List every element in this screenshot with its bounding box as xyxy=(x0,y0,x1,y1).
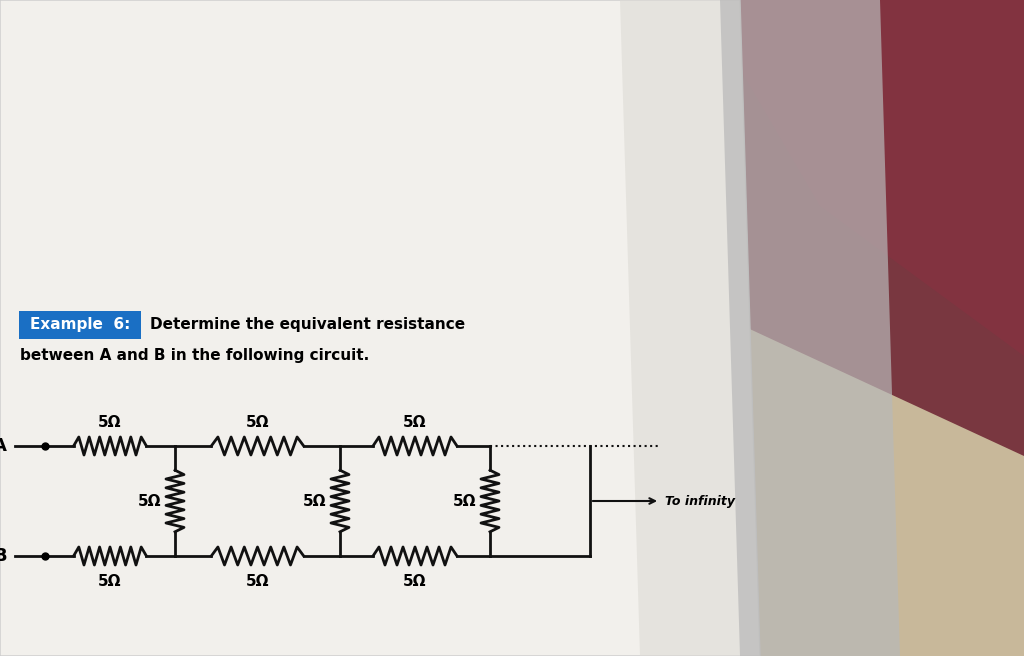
Text: Determine the equivalent resistance: Determine the equivalent resistance xyxy=(150,318,465,333)
Text: 5Ω: 5Ω xyxy=(98,574,122,589)
FancyBboxPatch shape xyxy=(19,311,141,339)
Text: Example  6:: Example 6: xyxy=(30,318,130,333)
Text: 5Ω: 5Ω xyxy=(302,493,326,508)
Polygon shape xyxy=(0,0,760,656)
Text: 5Ω: 5Ω xyxy=(98,415,122,430)
Polygon shape xyxy=(620,0,760,656)
Text: To infinity: To infinity xyxy=(665,495,735,508)
Polygon shape xyxy=(720,0,900,656)
Text: 5Ω: 5Ω xyxy=(246,415,269,430)
Text: 5Ω: 5Ω xyxy=(453,493,476,508)
Text: 5Ω: 5Ω xyxy=(246,574,269,589)
Text: B: B xyxy=(0,547,7,565)
Polygon shape xyxy=(480,0,1024,456)
Text: A: A xyxy=(0,437,7,455)
Text: between A and B in the following circuit.: between A and B in the following circuit… xyxy=(20,348,370,363)
Text: 5Ω: 5Ω xyxy=(137,493,161,508)
Text: 5Ω: 5Ω xyxy=(403,574,427,589)
Text: 5Ω: 5Ω xyxy=(403,415,427,430)
Polygon shape xyxy=(700,0,1024,356)
